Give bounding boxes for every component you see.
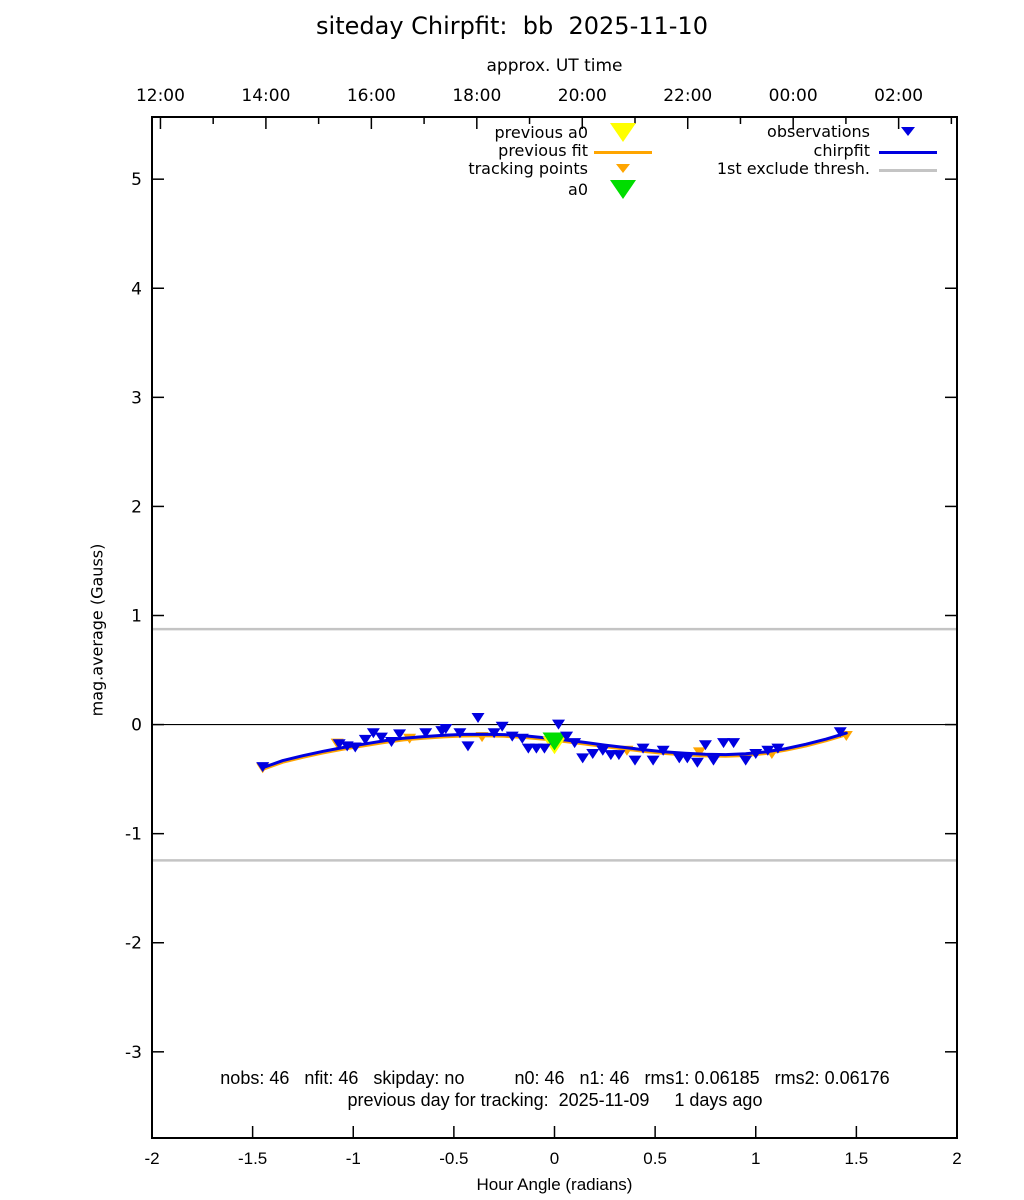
observations-point [515,733,529,744]
a0-point [542,732,567,751]
observations-point [727,738,741,749]
observations-point [612,750,626,761]
observations-point [366,728,380,739]
observations-point [656,745,670,756]
observations-point [586,749,600,760]
y-tick-label: 5 [131,170,142,190]
ut-tick-label: 00:00 [769,86,818,106]
observations-point [495,721,509,732]
y-tick-label: 4 [131,279,142,299]
ut-tick-label: 20:00 [558,86,607,106]
observations-point [487,728,501,739]
y-tick-label: -2 [125,934,142,954]
observations-point [384,737,398,748]
x-tick-label: -2 [144,1149,159,1168]
1st-exclude-thresh--line-swatch [879,168,937,172]
legend-label-previous-a0: previous a0 [494,123,588,142]
previous-fit-line-swatch [594,150,652,154]
y-tick-label: 0 [131,716,142,736]
page-title: siteday Chirpfit: bb 2025-11-10 [316,12,708,40]
observations-point [596,745,610,756]
ut-tick-label: 22:00 [663,86,712,106]
stats-line-2: previous day for tracking: 2025-11-09 1 … [347,1090,763,1110]
observations-point [628,755,642,766]
legend-label-previous-fit: previous fit [498,141,588,160]
observations-point [374,732,388,743]
ut-tick-label: 12:00 [136,86,185,106]
observations-point [471,713,485,724]
observations-point [419,728,433,739]
observations-point [453,728,467,739]
previous-a0-triangle-icon [610,122,636,142]
a0-triangle-icon [610,179,636,199]
x-tick-label: 0.5 [643,1149,667,1168]
x-tick-label: 1 [751,1149,760,1168]
observations-point [348,742,362,753]
observations-point [505,731,519,742]
observations-point [739,755,753,766]
observations-point [761,745,775,756]
x-tick-label: 2 [952,1149,961,1168]
observations-triangle-icon [901,126,915,136]
ut-tick-label: 18:00 [452,86,501,106]
observations-point [393,729,407,740]
observations-point [646,755,660,766]
y-tick-label: 3 [131,388,142,408]
tracking-points-point [692,747,706,758]
ut-tick-label: 14:00 [241,86,290,106]
observations-point [560,731,574,742]
ut-tick-label: 02:00 [874,86,923,106]
observations-point [749,749,763,760]
tracking-points-triangle-icon [616,163,630,173]
observations-point [568,738,582,749]
x-tick-label: -1 [346,1149,361,1168]
y-tick-label: 2 [131,497,142,517]
y-tick-label: 1 [131,607,142,627]
observations-point [537,743,551,754]
observations-point [439,723,453,734]
chirpfit-line-swatch [879,150,937,154]
observations-point [576,753,590,764]
observations-point [552,719,566,730]
x-tick-label: -0.5 [439,1149,468,1168]
observations-point [358,734,372,745]
x-tick-label: 1.5 [845,1149,869,1168]
observations-point [771,743,785,754]
x-tick-label: -1.5 [238,1149,267,1168]
legend-label-chirpfit: chirpfit [813,141,870,160]
observations-point [461,741,475,752]
observations-point [680,753,694,764]
legend-label-tracking-points: tracking points [468,159,588,178]
observations-point [833,727,847,738]
observations-point [256,762,270,773]
legend-label-1st-exclude-thresh-: 1st exclude thresh. [716,159,870,178]
top-axis-label: approx. UT time [486,56,623,76]
y-tick-label: -1 [125,825,142,845]
x-axis-label: Hour Angle (radians) [476,1175,633,1194]
observations-point [717,738,731,749]
y-tick-label: -3 [125,1043,142,1063]
stats-line-1: nobs: 46 nfit: 46 skipday: no n0: 46 n1:… [220,1068,890,1088]
observations-point [698,740,712,751]
legend-label-observations: observations [767,122,870,141]
observations-point [690,757,704,768]
x-tick-label: 0 [550,1149,559,1168]
observations-point [706,755,720,766]
ut-tick-label: 16:00 [347,86,396,106]
plot-border [151,116,958,1139]
observations-point [636,743,650,754]
legend-label-a0: a0 [568,180,588,199]
